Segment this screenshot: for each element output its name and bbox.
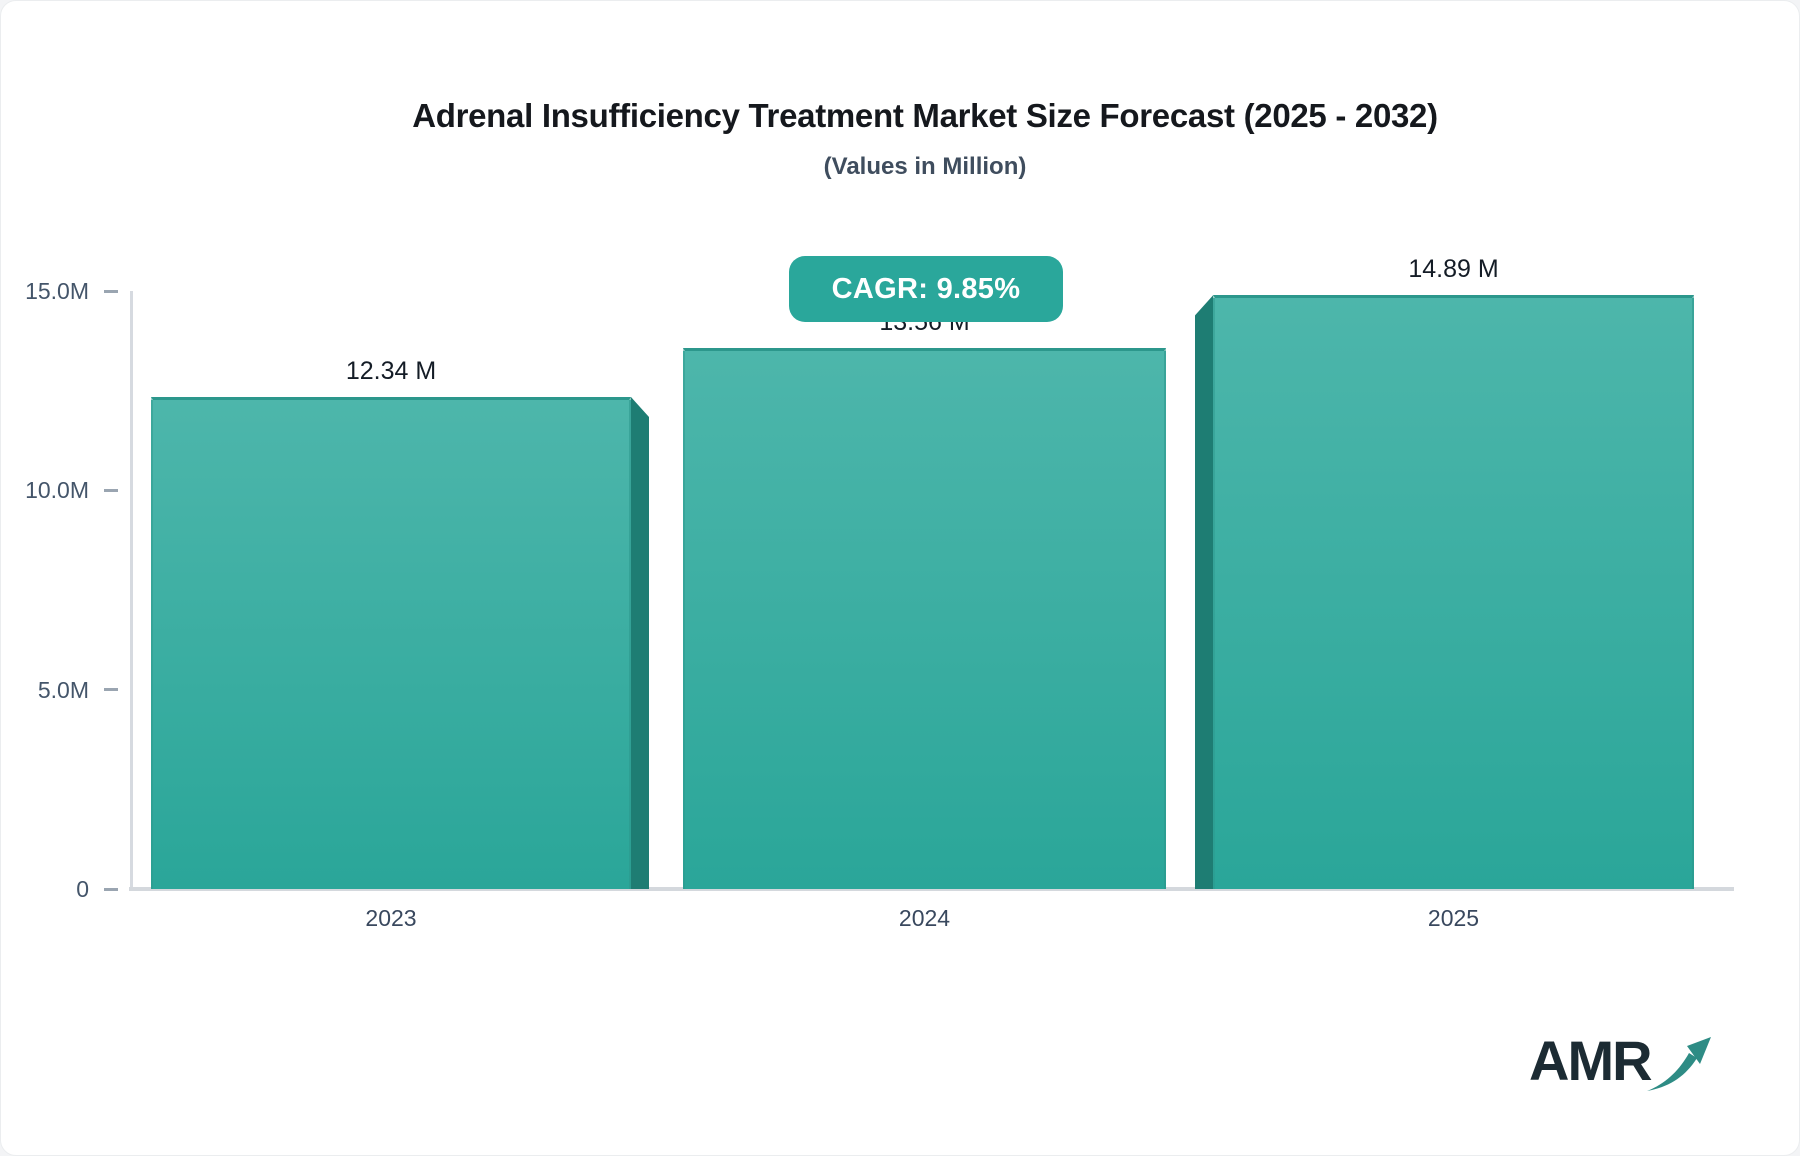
bar-side-3d-2023: [631, 397, 649, 889]
y-tick-label: 10.0M: [25, 477, 89, 504]
y-tick-label: 15.0M: [25, 278, 89, 304]
growth-arrow-icon: [1646, 1037, 1711, 1091]
chart-title: Adrenal Insufficiency Treatment Market S…: [412, 97, 1438, 134]
y-tick-dash: [104, 688, 118, 692]
y-tick-label: 0: [76, 876, 89, 902]
cagr-badge: CAGR: 9.85%: [789, 256, 1063, 322]
amr-logo-text: AMR: [1529, 1029, 1653, 1092]
bar-value-label-2025: 14.89 M: [1408, 255, 1499, 284]
y-tick-dash: [104, 488, 118, 492]
y-tick-dash: [104, 887, 118, 891]
bar-2023[interactable]: [151, 397, 631, 889]
y-tick-label: 5.0M: [37, 676, 89, 703]
chart-subtitle: (Values in Million): [823, 153, 1027, 180]
y-tick-dash: [104, 289, 118, 293]
bar-2024[interactable]: [683, 348, 1166, 889]
x-axis-line: [129, 887, 1734, 891]
bar-side-3d-2025: [1195, 295, 1213, 889]
bar-value-label-2023: 12.34 M: [345, 357, 437, 386]
amr-logo: AMR: [1529, 1031, 1717, 1095]
bar-2025[interactable]: [1213, 295, 1694, 889]
y-axis-line: [130, 291, 133, 889]
x-axis-label-2024: 2024: [898, 905, 951, 931]
x-axis-label-2023: 2023: [365, 905, 417, 931]
cagr-badge-label: CAGR: 9.85%: [831, 272, 1021, 305]
x-axis-label-2025: 2025: [1427, 905, 1480, 931]
